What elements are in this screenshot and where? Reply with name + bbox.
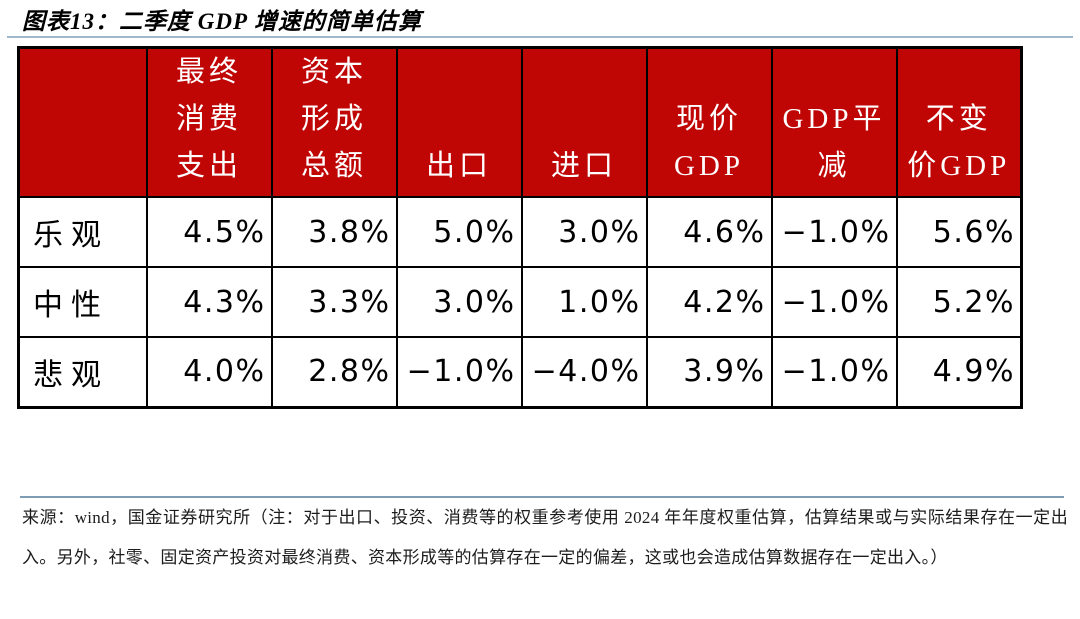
table-cell: 3.0% [520, 196, 648, 268]
header-cell-exports: 出口 [395, 46, 523, 198]
header-cell-final-consumption: 最终 消费 支出 [145, 46, 273, 198]
header-cell-capital-formation: 资本 形成 总额 [270, 46, 398, 198]
gdp-estimates-table: 最终 消费 支出 资本 形成 总额 出口 进口 现价 GDP GDP平 减 不变… [17, 46, 1023, 409]
table-cell: −1.0% [770, 336, 898, 408]
header-cell-gdp-deflator: GDP平 减 [770, 46, 898, 198]
table-header-row: 最终 消费 支出 资本 形成 总额 出口 进口 现价 GDP GDP平 减 不变… [17, 46, 1023, 198]
table-cell: 1.0% [520, 266, 648, 338]
title-divider [7, 36, 1073, 38]
table-cell: −4.0% [520, 336, 648, 408]
table-cell: 4.0% [145, 336, 273, 408]
footer-divider [20, 496, 1064, 498]
table-cell: −1.0% [395, 336, 523, 408]
table-cell: 3.9% [645, 336, 773, 408]
header-cell-nominal-gdp: 现价 GDP [645, 46, 773, 198]
row-label: 中性 [17, 266, 148, 338]
table-cell: 4.6% [645, 196, 773, 268]
table-cell: −1.0% [770, 196, 898, 268]
table-cell: 3.3% [270, 266, 398, 338]
table-cell: 4.3% [145, 266, 273, 338]
row-label: 乐观 [17, 196, 148, 268]
figure-title: 图表13：二季度 GDP 增速的简单估算 [22, 9, 422, 34]
table-cell: 5.6% [895, 196, 1023, 268]
header-cell-imports: 进口 [520, 46, 648, 198]
header-cell-scenario [17, 46, 148, 198]
table-cell: 4.5% [145, 196, 273, 268]
table-cell: 5.2% [895, 266, 1023, 338]
table-cell: −1.0% [770, 266, 898, 338]
table-row-optimistic: 乐观 4.5% 3.8% 5.0% 3.0% 4.6% −1.0% 5.6% [17, 196, 1023, 268]
table-cell: 3.0% [395, 266, 523, 338]
source-note: 来源：wind，国金证券研究所（注：对于出口、投资、消费等的权重参考使用 202… [22, 508, 1068, 567]
table-cell: 5.0% [395, 196, 523, 268]
table-cell: 2.8% [270, 336, 398, 408]
table-cell: 4.9% [895, 336, 1023, 408]
table-cell: 3.8% [270, 196, 398, 268]
header-cell-real-gdp: 不变 价GDP [895, 46, 1023, 198]
table-row-pessimistic: 悲观 4.0% 2.8% −1.0% −4.0% 3.9% −1.0% 4.9% [17, 336, 1023, 408]
row-label: 悲观 [17, 336, 148, 408]
table-row-neutral: 中性 4.3% 3.3% 3.0% 1.0% 4.2% −1.0% 5.2% [17, 266, 1023, 338]
table-cell: 4.2% [645, 266, 773, 338]
